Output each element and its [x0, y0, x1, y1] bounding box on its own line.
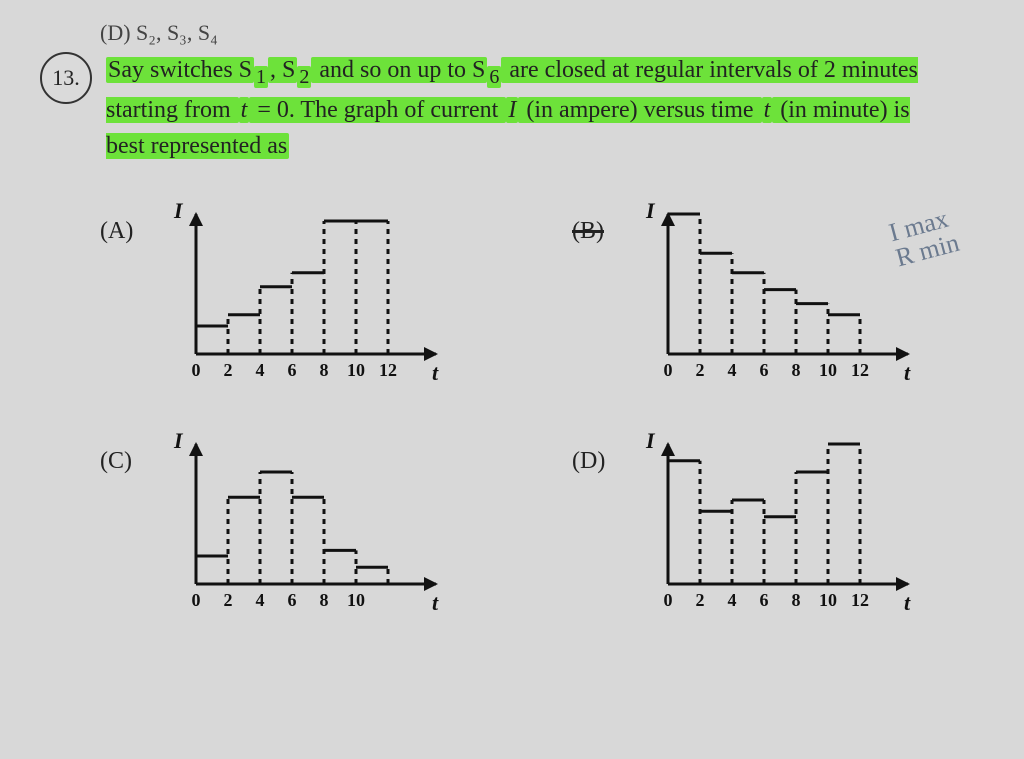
svg-text:4: 4	[256, 360, 265, 380]
svg-text:t: t	[432, 360, 439, 385]
question-text: Say switches S1, S2 and so on up to S6 a…	[106, 52, 926, 164]
svg-text:0: 0	[192, 360, 201, 380]
option-d-label: (D)	[572, 424, 612, 475]
svg-text:2: 2	[224, 360, 233, 380]
svg-text:t: t	[432, 590, 439, 615]
svg-text:4: 4	[728, 360, 737, 380]
qt-p6: (in ampere) versus time	[518, 97, 761, 123]
svg-text:8: 8	[320, 360, 329, 380]
svg-text:2: 2	[696, 590, 705, 610]
svg-text:10: 10	[819, 360, 837, 380]
option-c-label: (C)	[100, 424, 140, 475]
qt-s6: 6	[487, 66, 501, 88]
svg-text:4: 4	[256, 590, 265, 610]
question-number-wrap: 13.	[40, 52, 96, 108]
qt-var-t: t	[239, 97, 250, 123]
svg-text:12: 12	[851, 590, 869, 610]
qt-p3: and so on up to S	[311, 57, 487, 83]
svg-text:6: 6	[288, 360, 297, 380]
svg-text:I: I	[645, 428, 656, 453]
svg-text:t: t	[904, 360, 911, 385]
svg-text:10: 10	[347, 360, 365, 380]
qt-s2: 2	[297, 66, 311, 88]
svg-text:12: 12	[851, 360, 869, 380]
svg-text:8: 8	[792, 360, 801, 380]
qt-p1: Say switches S	[106, 57, 254, 83]
option-b-label: (B)	[572, 194, 612, 245]
options-grid: (A) It 0 2 4 6 8 10 12 (B) It 0 2 4 6 8 10 12 (C) It 0 2…	[100, 194, 984, 624]
qt-var-t2: t	[762, 97, 773, 123]
question-row: 13. Say switches S1, S2 and so on up to …	[40, 52, 984, 164]
svg-text:12: 12	[379, 360, 397, 380]
svg-text:6: 6	[760, 590, 769, 610]
previous-option-d: (D) S₂, S₃, S₄	[100, 20, 984, 46]
svg-text:6: 6	[288, 590, 297, 610]
svg-text:8: 8	[792, 590, 801, 610]
question-number-circle: 13.	[40, 52, 92, 104]
option-c-chart: It 0 2 4 6 8 10	[156, 424, 456, 624]
qt-p5: = 0. The graph of current	[249, 97, 506, 123]
svg-text:10: 10	[819, 590, 837, 610]
svg-text:10: 10	[347, 590, 365, 610]
option-c: (C) It 0 2 4 6 8 10	[100, 424, 512, 624]
svg-text:t: t	[904, 590, 911, 615]
svg-text:8: 8	[320, 590, 329, 610]
svg-text:I: I	[173, 198, 184, 223]
svg-text:0: 0	[664, 360, 673, 380]
option-a-chart: It 0 2 4 6 8 10 12	[156, 194, 456, 394]
qt-s1: 1	[254, 66, 268, 88]
option-d: (D) It 0 2 4 6 8 10 12	[572, 424, 984, 624]
svg-text:2: 2	[224, 590, 233, 610]
question-number: 13.	[52, 65, 80, 91]
svg-text:2: 2	[696, 360, 705, 380]
svg-text:I: I	[645, 198, 656, 223]
qt-p2: , S	[268, 57, 297, 83]
svg-text:I: I	[173, 428, 184, 453]
svg-text:4: 4	[728, 590, 737, 610]
svg-text:6: 6	[760, 360, 769, 380]
svg-text:0: 0	[192, 590, 201, 610]
qt-var-I: I	[506, 97, 518, 123]
option-b-chart: It 0 2 4 6 8 10 12	[628, 194, 928, 394]
option-a-label: (A)	[100, 194, 140, 245]
svg-text:0: 0	[664, 590, 673, 610]
option-d-chart: It 0 2 4 6 8 10 12	[628, 424, 928, 624]
option-a: (A) It 0 2 4 6 8 10 12	[100, 194, 512, 394]
